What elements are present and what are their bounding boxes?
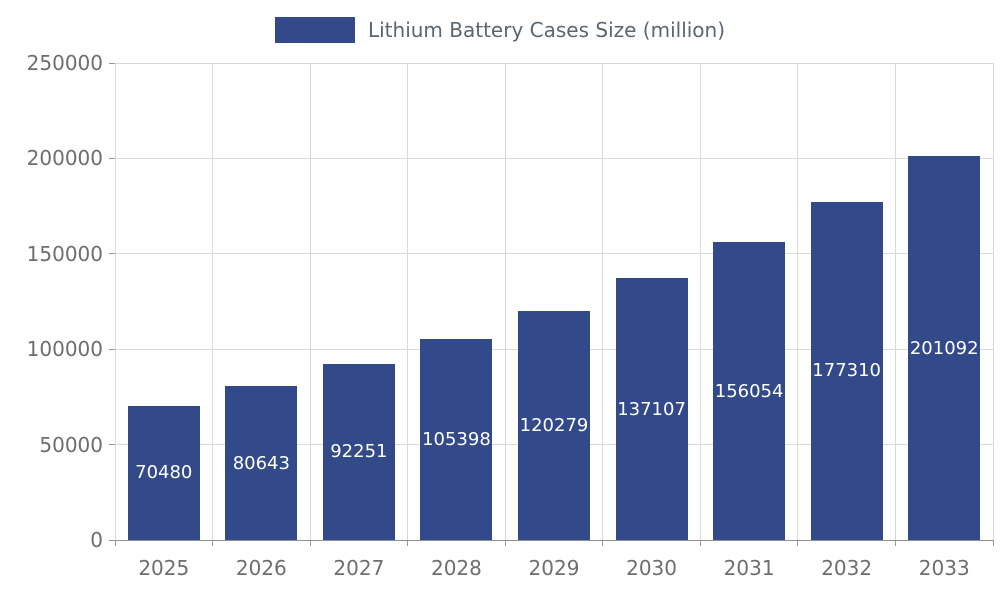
x-axis-label: 2029 bbox=[528, 556, 580, 580]
x-axis-label: 2026 bbox=[235, 556, 287, 580]
x-axis-tick bbox=[699, 540, 701, 546]
bar[interactable]: 105398 bbox=[420, 338, 493, 540]
x-axis-tick bbox=[797, 540, 799, 546]
x-axis-label: 2027 bbox=[333, 556, 385, 580]
bar-value-label: 177310 bbox=[812, 360, 882, 382]
bar-value-label: 70480 bbox=[135, 462, 193, 484]
bar-value-label: 137107 bbox=[617, 398, 686, 420]
legend-label: Lithium Battery Cases Size (million) bbox=[367, 18, 726, 42]
chart-legend[interactable]: Lithium Battery Cases Size (million) bbox=[0, 17, 1000, 43]
bar-value-label: 105398 bbox=[422, 428, 491, 450]
gridline-vertical bbox=[114, 63, 116, 540]
gridline-vertical bbox=[309, 63, 311, 540]
bar[interactable]: 92251 bbox=[322, 363, 395, 540]
x-axis-tick bbox=[504, 540, 506, 546]
gridline-horizontal bbox=[115, 62, 993, 64]
legend-swatch bbox=[274, 17, 355, 43]
x-axis-tick bbox=[407, 540, 409, 546]
gridline-vertical bbox=[992, 63, 994, 540]
gridline-horizontal bbox=[115, 157, 993, 159]
gridline-vertical bbox=[699, 63, 701, 540]
x-axis-tick bbox=[114, 540, 116, 546]
x-axis-tick bbox=[602, 540, 604, 546]
bar-value-label: 80643 bbox=[232, 452, 290, 474]
y-axis-label: 250000 bbox=[26, 51, 103, 75]
bar-value-label: 156054 bbox=[714, 380, 784, 402]
x-axis-line bbox=[115, 539, 993, 541]
bar-value-label: 120279 bbox=[519, 414, 589, 436]
plot-area: 0 50000 100000 150000 200000 250000 70480 2025 8… bbox=[27, 51, 994, 580]
bar[interactable]: 137107 bbox=[615, 278, 688, 540]
bar[interactable]: 201092 bbox=[908, 156, 981, 540]
x-axis-label: 2028 bbox=[430, 556, 482, 580]
bar[interactable]: 156054 bbox=[713, 242, 786, 540]
y-axis-tick bbox=[109, 62, 115, 64]
x-axis-label: 2033 bbox=[918, 556, 970, 580]
y-axis-tick bbox=[109, 348, 115, 350]
y-axis-label: 150000 bbox=[26, 241, 103, 266]
y-axis-tick bbox=[109, 539, 115, 541]
y-axis-tick bbox=[109, 157, 115, 159]
y-axis-tick bbox=[109, 253, 115, 255]
bar[interactable]: 120279 bbox=[518, 310, 590, 540]
y-axis-label: 200000 bbox=[26, 146, 103, 171]
gridline-vertical bbox=[407, 63, 409, 540]
x-axis-tick bbox=[309, 540, 311, 546]
bar-value-label: 92251 bbox=[330, 441, 388, 463]
x-axis-label: 2031 bbox=[723, 556, 775, 580]
bar[interactable]: 177310 bbox=[810, 201, 883, 540]
bar[interactable]: 70480 bbox=[127, 405, 200, 540]
gridline-vertical bbox=[602, 63, 604, 540]
gridline-vertical bbox=[212, 63, 214, 540]
x-axis-label: 2025 bbox=[138, 556, 190, 580]
x-axis-tick bbox=[992, 540, 994, 546]
gridline-horizontal bbox=[115, 253, 993, 255]
x-axis-tick bbox=[894, 540, 896, 546]
x-axis-label: 2032 bbox=[821, 556, 873, 580]
y-axis-label: 100000 bbox=[26, 337, 103, 362]
gridline-vertical bbox=[894, 63, 896, 540]
y-axis-label: 0 bbox=[90, 528, 103, 552]
x-axis-label: 2030 bbox=[626, 556, 677, 580]
x-axis-tick bbox=[212, 540, 214, 546]
y-axis-label: 50000 bbox=[39, 432, 103, 457]
bar[interactable]: 80643 bbox=[225, 386, 298, 540]
bar-value-label: 201092 bbox=[909, 337, 979, 359]
y-axis-tick bbox=[109, 444, 115, 446]
gridline-vertical bbox=[797, 63, 799, 540]
gridline-vertical bbox=[504, 63, 506, 540]
